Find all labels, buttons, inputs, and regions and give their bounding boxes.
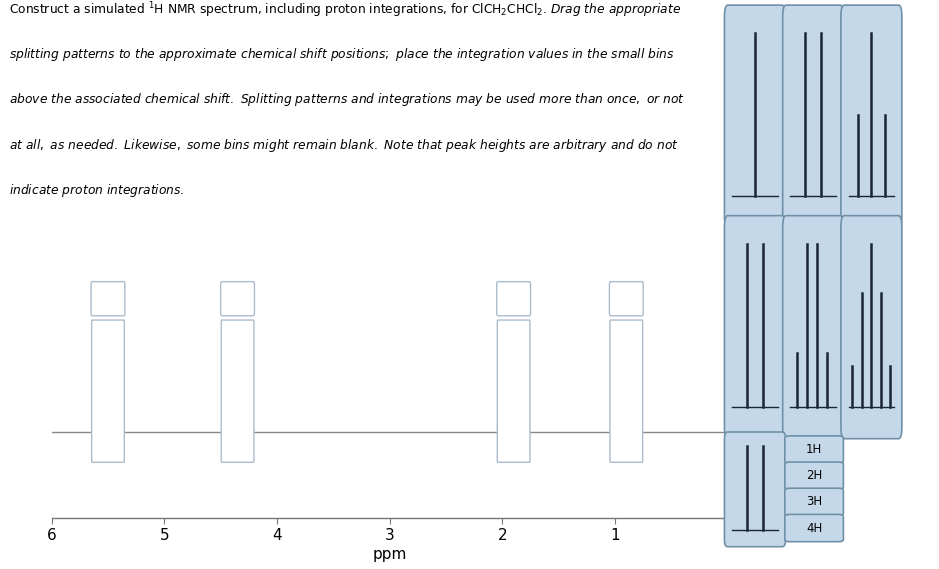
FancyBboxPatch shape [783,5,843,228]
Text: 4H: 4H [806,522,823,534]
Text: 1H: 1H [806,443,823,456]
FancyBboxPatch shape [725,216,785,439]
Text: 3H: 3H [806,496,823,508]
FancyBboxPatch shape [785,462,843,489]
FancyBboxPatch shape [221,282,254,316]
FancyBboxPatch shape [609,282,643,316]
FancyBboxPatch shape [785,436,843,463]
FancyBboxPatch shape [725,5,785,228]
X-axis label: ppm: ppm [373,547,407,562]
FancyBboxPatch shape [725,432,785,547]
FancyBboxPatch shape [783,216,843,439]
FancyBboxPatch shape [498,320,530,462]
FancyBboxPatch shape [92,320,124,462]
FancyBboxPatch shape [841,216,901,439]
FancyBboxPatch shape [91,282,125,316]
Text: $\it{at\ all,\ as\ needed.\ Likewise,\ some\ bins\ might\ remain\ blank.\ Note\ : $\it{at\ all,\ as\ needed.\ Likewise,\ s… [9,137,679,154]
Text: $\it{above\ the\ associated\ chemical\ shift.\ Splitting\ patterns\ and\ integra: $\it{above\ the\ associated\ chemical\ s… [9,91,685,108]
FancyBboxPatch shape [222,320,254,462]
FancyBboxPatch shape [497,282,531,316]
Text: $\it{splitting\ patterns\ to\ the\ approximate\ chemical\ shift\ positions;\ pla: $\it{splitting\ patterns\ to\ the\ appro… [9,46,675,63]
FancyBboxPatch shape [785,514,843,542]
Text: Construct a simulated $^1$H NMR spectrum, including proton integrations, for ClC: Construct a simulated $^1$H NMR spectrum… [9,0,682,19]
Text: $\it{indicate\ proton\ integrations.}$: $\it{indicate\ proton\ integrations.}$ [9,182,185,199]
FancyBboxPatch shape [785,488,843,516]
FancyBboxPatch shape [841,5,901,228]
FancyBboxPatch shape [610,320,642,462]
Text: 2H: 2H [806,469,823,482]
